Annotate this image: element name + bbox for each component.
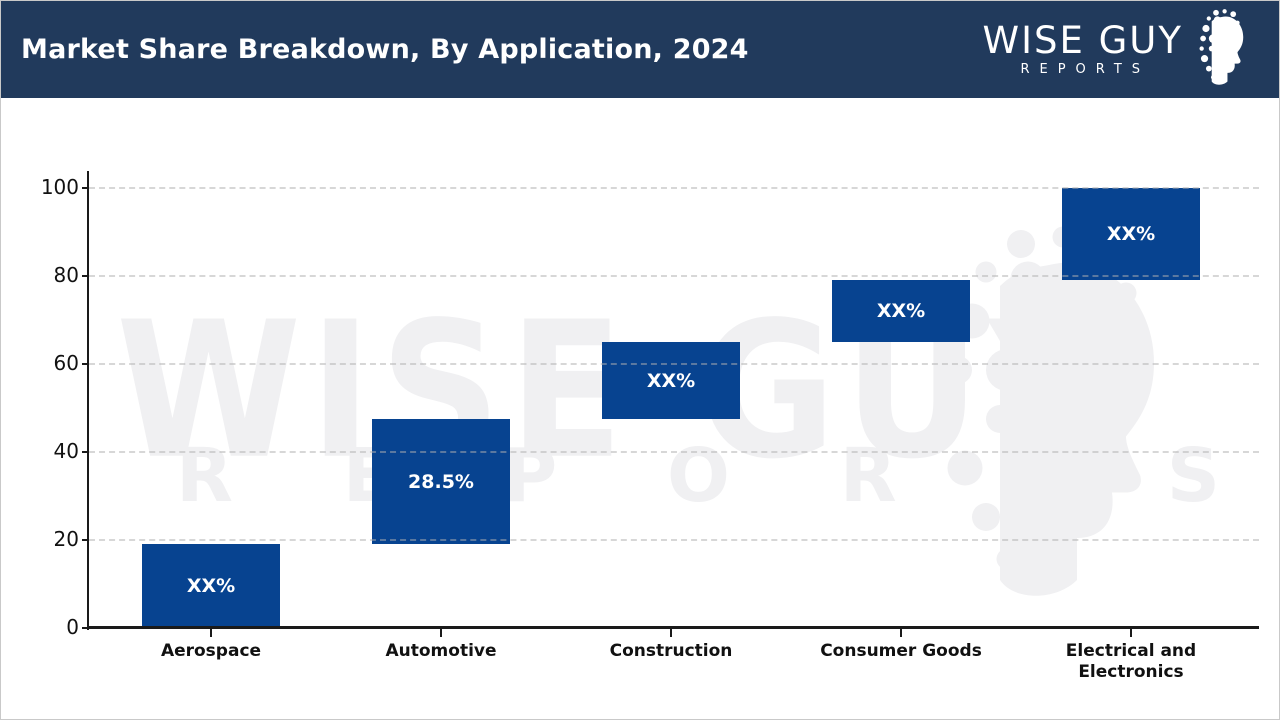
x-tick-mark (440, 629, 442, 637)
y-tick-mark (82, 539, 89, 541)
y-tick-label: 0 (66, 615, 79, 639)
logo-subtitle: REPORTS (1020, 62, 1151, 77)
watermark-text-line2: R E P O R T S (176, 433, 1263, 519)
page-title: Market Share Breakdown, By Application, … (21, 34, 749, 65)
x-tick-label: Construction (609, 641, 733, 661)
bar-value-label: 28.5% (408, 470, 474, 493)
x-tick-label: Automotive (385, 641, 497, 661)
y-tick-label: 40 (53, 439, 79, 463)
y-tick-label: 80 (53, 263, 79, 287)
wiseguy-face-icon (1199, 8, 1244, 85)
x-tick-mark (670, 629, 672, 637)
bar-value-label: XX% (186, 575, 236, 598)
y-tick-mark (82, 627, 89, 629)
bar: XX% (602, 342, 740, 419)
y-tick-label: 100 (40, 175, 79, 199)
x-tick-label: Consumer Goods (820, 641, 982, 661)
bar: XX% (142, 544, 280, 628)
y-tick-label: 20 (53, 527, 79, 551)
y-tick-mark (82, 451, 89, 453)
header-bar: Market Share Breakdown, By Application, … (1, 1, 1279, 98)
x-tick-mark (1130, 629, 1132, 637)
wiseguy-logo: WISE GUY REPORTS (983, 7, 1253, 93)
bar-value-label: XX% (1106, 223, 1156, 246)
gridline (89, 451, 1259, 453)
y-tick-mark (82, 363, 89, 365)
y-tick-mark (82, 275, 89, 277)
bar-value-label: XX% (646, 369, 696, 392)
x-tick-label: Electrical and Electronics (1065, 641, 1197, 683)
bar: 28.5% (372, 419, 510, 545)
bar-value-label: XX% (876, 300, 926, 323)
x-axis (87, 626, 1259, 629)
bar: XX% (832, 280, 970, 342)
y-tick-mark (82, 187, 89, 189)
wiseguy-logo-text: WISE GUY REPORTS (983, 22, 1183, 77)
bar: XX% (1062, 188, 1200, 281)
logo-wordmark: WISE GUY (982, 19, 1183, 62)
x-tick-mark (210, 629, 212, 637)
y-axis (87, 171, 89, 630)
x-tick-mark (900, 629, 902, 637)
y-tick-label: 60 (53, 351, 79, 375)
x-tick-label: Aerospace (160, 641, 262, 661)
gridline (89, 539, 1259, 541)
